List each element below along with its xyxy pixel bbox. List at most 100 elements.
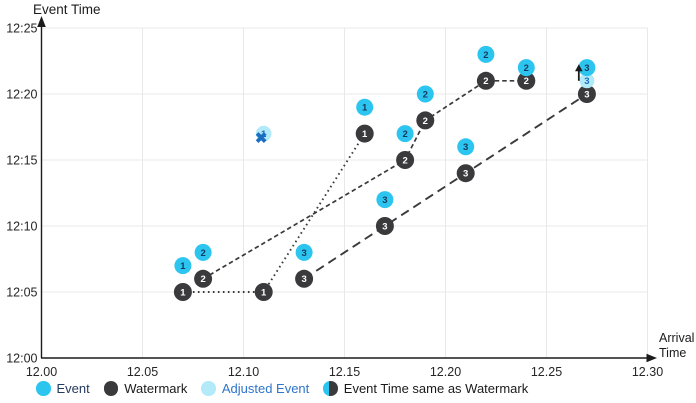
event-point-3-circle bbox=[457, 138, 475, 156]
event-point-2: 2 bbox=[396, 125, 414, 143]
up-arrow-head bbox=[575, 64, 583, 72]
legend-label: Watermark bbox=[124, 381, 188, 396]
rejected-event-point-1: 1 bbox=[255, 125, 272, 142]
event-point-1: 1 bbox=[174, 257, 192, 275]
watermark-point-2-number: 2 bbox=[483, 76, 488, 87]
watermark-line-3 bbox=[303, 93, 588, 280]
x-tick-label: 12.10 bbox=[228, 365, 259, 379]
watermark-point-1-number: 1 bbox=[362, 129, 368, 140]
legend-item: Event bbox=[36, 381, 90, 396]
event-point-2-number: 2 bbox=[402, 129, 407, 140]
event-point-1-number: 1 bbox=[362, 103, 368, 114]
watermark-point-2-number: 2 bbox=[423, 116, 428, 127]
watermark-point-2: 2 bbox=[396, 151, 415, 169]
adjusted-event-point-3-circle bbox=[579, 73, 595, 89]
event-point-2-number: 2 bbox=[200, 248, 205, 259]
watermark-point-3: 3 bbox=[375, 217, 394, 235]
event-point-1: 1 bbox=[356, 98, 374, 116]
watermark-point-2: 2 bbox=[476, 71, 495, 90]
watermark-point-1-circle bbox=[355, 124, 374, 143]
event-point-2-number: 2 bbox=[423, 89, 428, 100]
x-tick-label: 12.00 bbox=[26, 365, 57, 379]
x-tick-label: 12.20 bbox=[430, 365, 461, 379]
x-tick-label: 12.15 bbox=[329, 365, 360, 379]
legend-label: Event Time same as Watermark bbox=[343, 381, 529, 396]
legend-label: Adjusted Event bbox=[221, 381, 310, 396]
event-point-2-circle bbox=[194, 243, 212, 261]
event-point-3: 3 bbox=[578, 59, 596, 77]
watermark-point-3-circle bbox=[295, 269, 314, 288]
y-tick-label: 12:10 bbox=[6, 219, 37, 233]
event-point-3-number: 3 bbox=[463, 142, 468, 153]
watermark-point-2-number: 2 bbox=[200, 274, 205, 285]
watermark-point-1-circle bbox=[173, 283, 192, 301]
event-point-1-circle bbox=[174, 257, 192, 275]
watermark-point-2-circle bbox=[396, 151, 415, 169]
y-tick-label: 12:20 bbox=[6, 87, 37, 101]
x-axis-title: Arrival Time bbox=[659, 331, 695, 360]
watermark-point-3-circle bbox=[577, 85, 596, 103]
event-point-3-circle bbox=[295, 243, 313, 261]
adjusted-event-dot-icon bbox=[201, 381, 216, 396]
event-point-3-circle bbox=[578, 59, 596, 77]
event-point-2-circle bbox=[396, 125, 414, 143]
event-point-2: 2 bbox=[416, 85, 434, 103]
watermark-point-3-circle bbox=[456, 164, 475, 183]
event-point-2-circle bbox=[517, 59, 535, 77]
watermark-point-3: 3 bbox=[577, 85, 596, 103]
watermark-point-1: 1 bbox=[173, 283, 192, 301]
watermark-point-1: 1 bbox=[355, 124, 374, 143]
y-tick-label: 12:00 bbox=[6, 351, 37, 365]
watermark-point-3-number: 3 bbox=[463, 169, 468, 180]
watermark-dot-icon bbox=[103, 381, 119, 396]
event-point-2-number: 2 bbox=[483, 50, 488, 61]
watermark-line-1 bbox=[182, 133, 366, 293]
watermark-point-2-circle bbox=[194, 269, 213, 288]
watermark-point-2: 2 bbox=[517, 71, 536, 90]
watermark-point-2-number: 2 bbox=[524, 76, 529, 87]
x-tick-label: 12.25 bbox=[531, 365, 562, 379]
event-point-3: 3 bbox=[376, 191, 394, 209]
x-tick-label: 12.05 bbox=[127, 365, 158, 379]
up-arrow-icon bbox=[575, 64, 583, 81]
watermark-point-1-circle bbox=[254, 283, 273, 301]
event-point-3: 3 bbox=[457, 138, 475, 156]
watermark-point-2: 2 bbox=[416, 111, 435, 130]
watermark-point-3-number: 3 bbox=[301, 274, 306, 285]
event-point-2: 2 bbox=[477, 45, 495, 63]
y-tick-label: 12:25 bbox=[6, 21, 37, 35]
adjusted-event-point-3-number: 3 bbox=[584, 76, 589, 87]
event-point-3-circle bbox=[376, 191, 394, 209]
y-axis-arrow-icon bbox=[37, 16, 46, 27]
event-point-1-number: 1 bbox=[180, 261, 186, 272]
y-axis-title: Event Time bbox=[33, 2, 101, 17]
watermark-point-2-number: 2 bbox=[402, 155, 407, 166]
rejected-event-point-1-circle bbox=[255, 125, 272, 142]
legend: Event Watermark Adjusted Event Event Time s… bbox=[36, 381, 528, 396]
event-point-2-number: 2 bbox=[524, 63, 529, 74]
watermark-point-2: 2 bbox=[194, 269, 213, 288]
event-point-2: 2 bbox=[194, 243, 212, 261]
rejected-event-point-1-number: 1 bbox=[261, 129, 267, 140]
legend-label: Event bbox=[56, 381, 90, 396]
event-point-3-number: 3 bbox=[382, 195, 387, 206]
watermark-point-3-number: 3 bbox=[382, 221, 387, 232]
rejected-x-icon: ✖ bbox=[255, 130, 268, 147]
legend-item: Watermark bbox=[103, 381, 188, 396]
event-point-2-circle bbox=[477, 45, 495, 63]
legend-item: Adjusted Event bbox=[201, 381, 309, 396]
watermark-point-3-circle bbox=[375, 217, 394, 235]
event-dot-icon bbox=[36, 381, 51, 396]
watermark-point-2-circle bbox=[517, 71, 536, 90]
x-tick-label: 12.30 bbox=[632, 365, 663, 379]
event-point-1-circle bbox=[356, 98, 374, 116]
watermark-point-2-circle bbox=[416, 111, 435, 130]
event-point-2: 2 bbox=[517, 59, 535, 77]
legend-item: Event Time same as Watermark bbox=[323, 381, 528, 396]
watermark-point-1: 1 bbox=[254, 283, 273, 301]
watermark-point-1-number: 1 bbox=[180, 287, 186, 298]
watermark-point-2-circle bbox=[476, 71, 495, 90]
event-point-2-circle bbox=[416, 85, 434, 103]
